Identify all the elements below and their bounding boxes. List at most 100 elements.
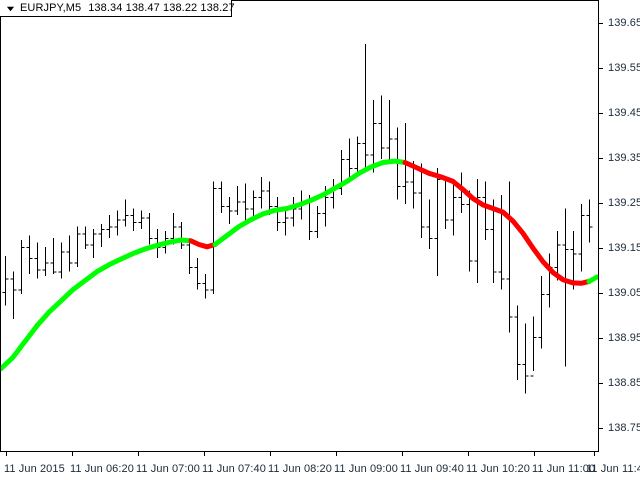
price-axis-label: 139.55 bbox=[608, 61, 640, 74]
ohlc-bar bbox=[34, 242, 41, 279]
time-axis-label: 11 Jun 08:20 bbox=[268, 463, 332, 475]
ohlc-bar bbox=[522, 323, 529, 394]
price-axis-tick bbox=[599, 248, 603, 250]
ohlc-bar bbox=[194, 258, 201, 290]
ohlc-bar bbox=[210, 181, 217, 295]
time-axis-tick bbox=[402, 452, 403, 456]
ohlc-bar bbox=[458, 172, 465, 213]
time-axis-label: 11 Jun 09:40 bbox=[400, 463, 464, 475]
ohlc-bar bbox=[290, 197, 297, 227]
ohlc-bar bbox=[138, 210, 145, 229]
price-axis-label: 139.25 bbox=[608, 196, 640, 209]
ohlc-bar bbox=[346, 138, 353, 182]
ohlc-bar bbox=[578, 203, 585, 272]
ohlc-bar bbox=[82, 226, 89, 250]
ma-segment-up bbox=[586, 274, 598, 284]
chart-plot-area[interactable] bbox=[0, 0, 599, 452]
symbol-header-bar[interactable]: EURJPY,M5 138.34 138.47 138.22 138.27 bbox=[0, 0, 235, 17]
price-axis-tick bbox=[599, 67, 603, 69]
ohlc-bar bbox=[434, 167, 441, 277]
ohlc-bar bbox=[554, 231, 561, 281]
price-axis-tick bbox=[599, 157, 603, 159]
ohlc-bar bbox=[242, 183, 249, 222]
ohlc-values-label: 138.34 138.47 138.22 138.27 bbox=[88, 2, 235, 14]
price-axis[interactable]: 139.65 139.55 139.45 139.35 139.25 139.15 139.… bbox=[599, 0, 640, 452]
ohlc-bar bbox=[234, 185, 241, 216]
price-axis-tick bbox=[599, 338, 603, 340]
time-axis-label: 11 Jun 09:00 bbox=[334, 463, 398, 475]
ohlc-bar bbox=[378, 95, 385, 159]
ohlc-bar bbox=[98, 224, 105, 247]
time-axis-label: 11 Jun 11:40 bbox=[586, 463, 640, 475]
time-axis-tick bbox=[336, 452, 337, 456]
time-axis-tick bbox=[270, 452, 271, 456]
ohlc-bar bbox=[202, 273, 209, 299]
ohlc-bar bbox=[386, 100, 393, 164]
price-axis-tick bbox=[599, 22, 603, 24]
ohlc-bar bbox=[74, 226, 81, 268]
ohlc-bar bbox=[218, 181, 225, 213]
price-axis-label: 138.85 bbox=[608, 377, 640, 390]
ohlc-bar bbox=[450, 181, 457, 236]
time-axis-tick bbox=[594, 452, 595, 456]
price-axis-label: 139.35 bbox=[608, 151, 640, 164]
time-axis-label: 11 Jun 2015 bbox=[4, 463, 65, 475]
time-axis[interactable]: 11 Jun 2015 11 Jun 06:20 11 Jun 07:00 11 Ju… bbox=[0, 452, 640, 480]
ohlc-bar bbox=[274, 197, 281, 232]
ohlc-bar bbox=[50, 237, 57, 274]
ohlc-bar bbox=[58, 242, 65, 279]
ma-segment-down bbox=[402, 160, 592, 286]
price-axis-tick bbox=[599, 293, 603, 295]
time-axis-tick bbox=[204, 452, 205, 456]
ohlc-bar bbox=[562, 208, 569, 367]
price-axis-tick bbox=[599, 112, 603, 114]
time-axis-tick bbox=[468, 452, 469, 456]
ohlc-bar bbox=[146, 212, 153, 245]
ohlc-bar bbox=[466, 190, 473, 272]
ohlc-bars-layer bbox=[2, 43, 593, 394]
ohlc-bar bbox=[418, 163, 425, 238]
ohlc-bar bbox=[226, 197, 233, 225]
time-axis-tick bbox=[534, 452, 535, 456]
ohlc-bar bbox=[114, 210, 121, 236]
ohlc-bar bbox=[442, 176, 449, 229]
ma-segment-up bbox=[1, 237, 194, 372]
ohlc-bar bbox=[90, 228, 97, 259]
ohlc-bar bbox=[370, 100, 377, 173]
time-axis-label: 11 Jun 11:00 bbox=[532, 463, 596, 475]
price-axis-label: 139.05 bbox=[608, 287, 640, 300]
ohlc-bar bbox=[42, 246, 49, 277]
ohlc-bar bbox=[506, 181, 513, 333]
ohlc-bar bbox=[186, 237, 193, 274]
ma-segment-down bbox=[188, 238, 218, 250]
ohlc-bar bbox=[362, 43, 369, 168]
ohlc-bar bbox=[570, 231, 577, 290]
ohlc-bar bbox=[122, 199, 129, 227]
price-axis-tick bbox=[599, 202, 603, 204]
price-axis-label: 139.45 bbox=[608, 106, 640, 119]
ohlc-bar bbox=[282, 208, 289, 236]
time-axis-tick bbox=[72, 452, 73, 456]
ohlc-bar bbox=[66, 235, 73, 272]
time-axis-label: 11 Jun 06:20 bbox=[70, 463, 134, 475]
ohlc-bar bbox=[330, 179, 337, 209]
ohlc-bar bbox=[586, 199, 593, 243]
chevron-down-icon[interactable] bbox=[6, 4, 15, 13]
ohlc-bar bbox=[354, 136, 361, 177]
ohlc-bar bbox=[2, 255, 9, 306]
ohlc-bar bbox=[514, 305, 521, 380]
ohlc-bar bbox=[546, 253, 553, 308]
ma-segment-up bbox=[212, 158, 408, 247]
ohlc-bar bbox=[538, 276, 545, 349]
moving-average-layer bbox=[1, 158, 598, 372]
price-axis-tick bbox=[599, 383, 603, 385]
price-axis-label: 139.65 bbox=[608, 16, 640, 29]
price-axis-tick bbox=[599, 428, 603, 430]
ohlc-bar bbox=[258, 176, 265, 209]
ohlc-bar bbox=[426, 199, 433, 250]
time-axis-tick bbox=[138, 452, 139, 456]
ohlc-bar bbox=[530, 316, 537, 377]
ohlc-bar bbox=[482, 181, 489, 241]
ohlc-bar bbox=[10, 271, 17, 319]
